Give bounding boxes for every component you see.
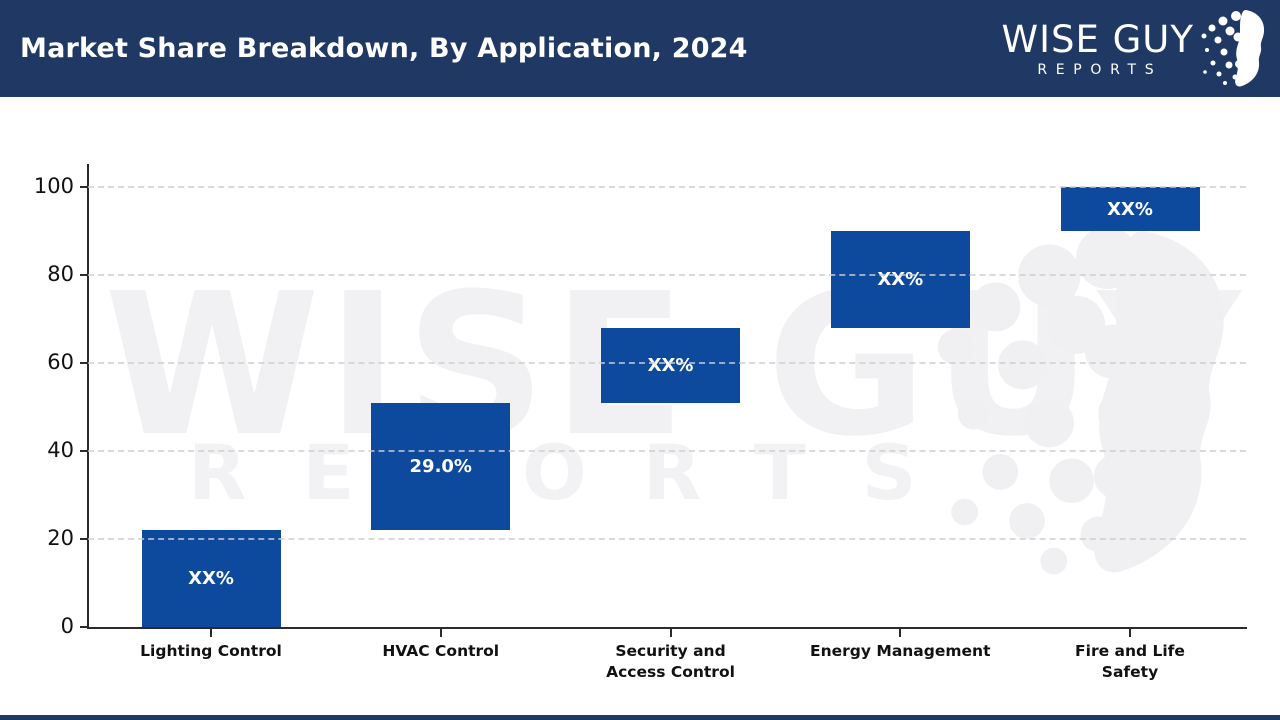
x-tick-label: Energy Management bbox=[785, 641, 1015, 662]
logo-wordmark: WISE GUY bbox=[1001, 18, 1194, 61]
x-axis-line bbox=[87, 627, 1247, 629]
logo-text: WISE GUY REPORTS bbox=[1001, 18, 1194, 79]
bar-segment: 29.0% bbox=[371, 402, 511, 531]
gridline bbox=[88, 274, 1246, 276]
bar-value-label: XX% bbox=[647, 354, 694, 376]
bar-value-label: XX% bbox=[188, 568, 234, 590]
logo-face-icon bbox=[1201, 10, 1265, 87]
chart-title: Market Share Breakdown, By Application, … bbox=[20, 33, 748, 64]
y-tick-label: 100 bbox=[33, 174, 74, 198]
y-axis-tick bbox=[80, 362, 88, 364]
y-axis-tick bbox=[80, 538, 88, 540]
footer-bar bbox=[0, 715, 1280, 720]
watermark-face-icon bbox=[937, 226, 1224, 575]
y-axis-line bbox=[87, 164, 89, 629]
gridline bbox=[88, 362, 1246, 364]
x-axis-tick bbox=[899, 629, 902, 637]
x-tick-label: HVAC Control bbox=[326, 641, 556, 662]
x-tick-label-line: Lighting Control bbox=[140, 642, 282, 660]
y-axis-tick bbox=[80, 186, 88, 188]
y-axis-tick bbox=[80, 274, 88, 276]
x-tick-label-line: Security and bbox=[615, 642, 726, 660]
y-tick-label: 80 bbox=[47, 262, 74, 286]
logo-subtext: REPORTS bbox=[1037, 62, 1163, 78]
gridline bbox=[88, 450, 1246, 452]
y-tick-label: 60 bbox=[47, 350, 74, 374]
bar-segment: XX% bbox=[830, 231, 970, 328]
y-tick-label: 40 bbox=[47, 438, 74, 462]
bar-value-label: XX% bbox=[1107, 198, 1153, 220]
y-axis-tick bbox=[80, 626, 88, 628]
bar-value-label: XX% bbox=[877, 268, 924, 290]
x-axis-tick bbox=[1129, 629, 1131, 637]
x-tick-label: Lighting Control bbox=[96, 641, 326, 662]
bar-segment: XX% bbox=[141, 530, 281, 627]
x-axis-tick bbox=[669, 629, 672, 637]
x-tick-label-line: Safety bbox=[1101, 663, 1159, 681]
bar-value-label: 29.0% bbox=[409, 455, 472, 477]
y-axis-tick bbox=[80, 450, 88, 452]
gridline bbox=[88, 186, 1246, 188]
x-tick-label: Security and Access Control bbox=[556, 641, 786, 683]
x-axis-tick bbox=[210, 629, 212, 637]
bar-segment: XX% bbox=[1060, 187, 1200, 231]
x-tick-label-line: Fire and Life bbox=[1075, 642, 1185, 660]
y-tick-label: 0 bbox=[60, 614, 74, 638]
x-tick-label: Fire and Life Safety bbox=[1015, 641, 1245, 683]
x-axis-tick bbox=[439, 629, 442, 637]
x-tick-label-line: Access Control bbox=[606, 663, 735, 681]
x-tick-label-line: Energy Management bbox=[810, 642, 991, 660]
header-bar: Market Share Breakdown, By Application, … bbox=[0, 0, 1280, 97]
wiseguy-logo: WISE GUY REPORTS bbox=[1002, 4, 1270, 94]
x-tick-label-line: HVAC Control bbox=[382, 642, 500, 660]
gridline bbox=[88, 538, 1246, 540]
y-tick-label: 20 bbox=[47, 526, 74, 550]
watermark-subtext: REPORTS bbox=[188, 428, 973, 517]
bar-segment: XX% bbox=[601, 327, 740, 403]
